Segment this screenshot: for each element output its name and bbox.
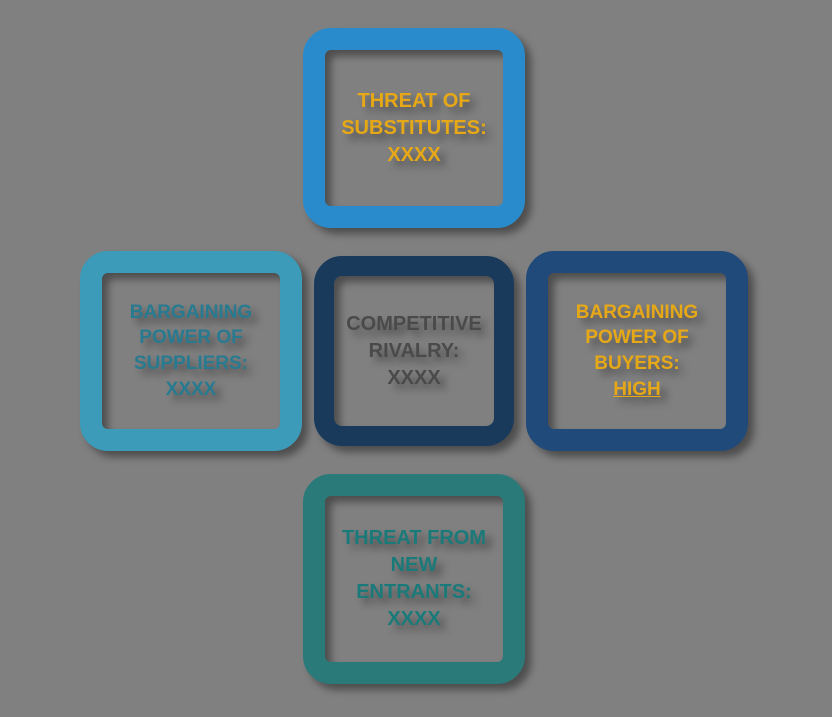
force-value: XXXX (387, 367, 440, 389)
force-value: XXXX (387, 144, 440, 166)
force-value: XXXX (166, 379, 217, 400)
force-value: XXXX (387, 608, 440, 630)
force-label: THREAT OF SUBSTITUTES: (341, 90, 487, 139)
force-box-inner: THREAT FROM NEW ENTRANTS: XXXX (303, 474, 525, 684)
force-box-inner: COMPETITIVE RIVALRY: XXXX (314, 256, 514, 446)
force-label: BARGAINING POWER OF BUYERS: (576, 302, 698, 374)
force-box-suppliers: BARGAINING POWER OF SUPPLIERS: XXXX (80, 251, 302, 451)
force-text: BARGAINING POWER OF SUPPLIERS: XXXX (112, 300, 270, 403)
force-box-inner: BARGAINING POWER OF BUYERS: HIGH (526, 251, 748, 451)
force-label: THREAT FROM NEW ENTRANTS: (342, 527, 486, 603)
force-text: THREAT FROM NEW ENTRANTS: XXXX (335, 525, 493, 633)
force-box-inner: THREAT OF SUBSTITUTES: XXXX (303, 28, 525, 228)
force-box-substitutes: THREAT OF SUBSTITUTES: XXXX (303, 28, 525, 228)
force-text: COMPETITIVE RIVALRY: XXXX (344, 311, 484, 392)
force-box-buyers: BARGAINING POWER OF BUYERS: HIGH (526, 251, 748, 451)
force-label: BARGAINING POWER OF SUPPLIERS: (130, 302, 252, 374)
force-box-entrants: THREAT FROM NEW ENTRANTS: XXXX (303, 474, 525, 684)
force-value: HIGH (613, 379, 661, 400)
force-box-rivalry: COMPETITIVE RIVALRY: XXXX (314, 256, 514, 446)
force-text: BARGAINING POWER OF BUYERS: HIGH (558, 300, 716, 403)
force-box-inner: BARGAINING POWER OF SUPPLIERS: XXXX (80, 251, 302, 451)
force-text: THREAT OF SUBSTITUTES: XXXX (335, 88, 493, 169)
force-label: COMPETITIVE RIVALRY: (346, 313, 482, 362)
